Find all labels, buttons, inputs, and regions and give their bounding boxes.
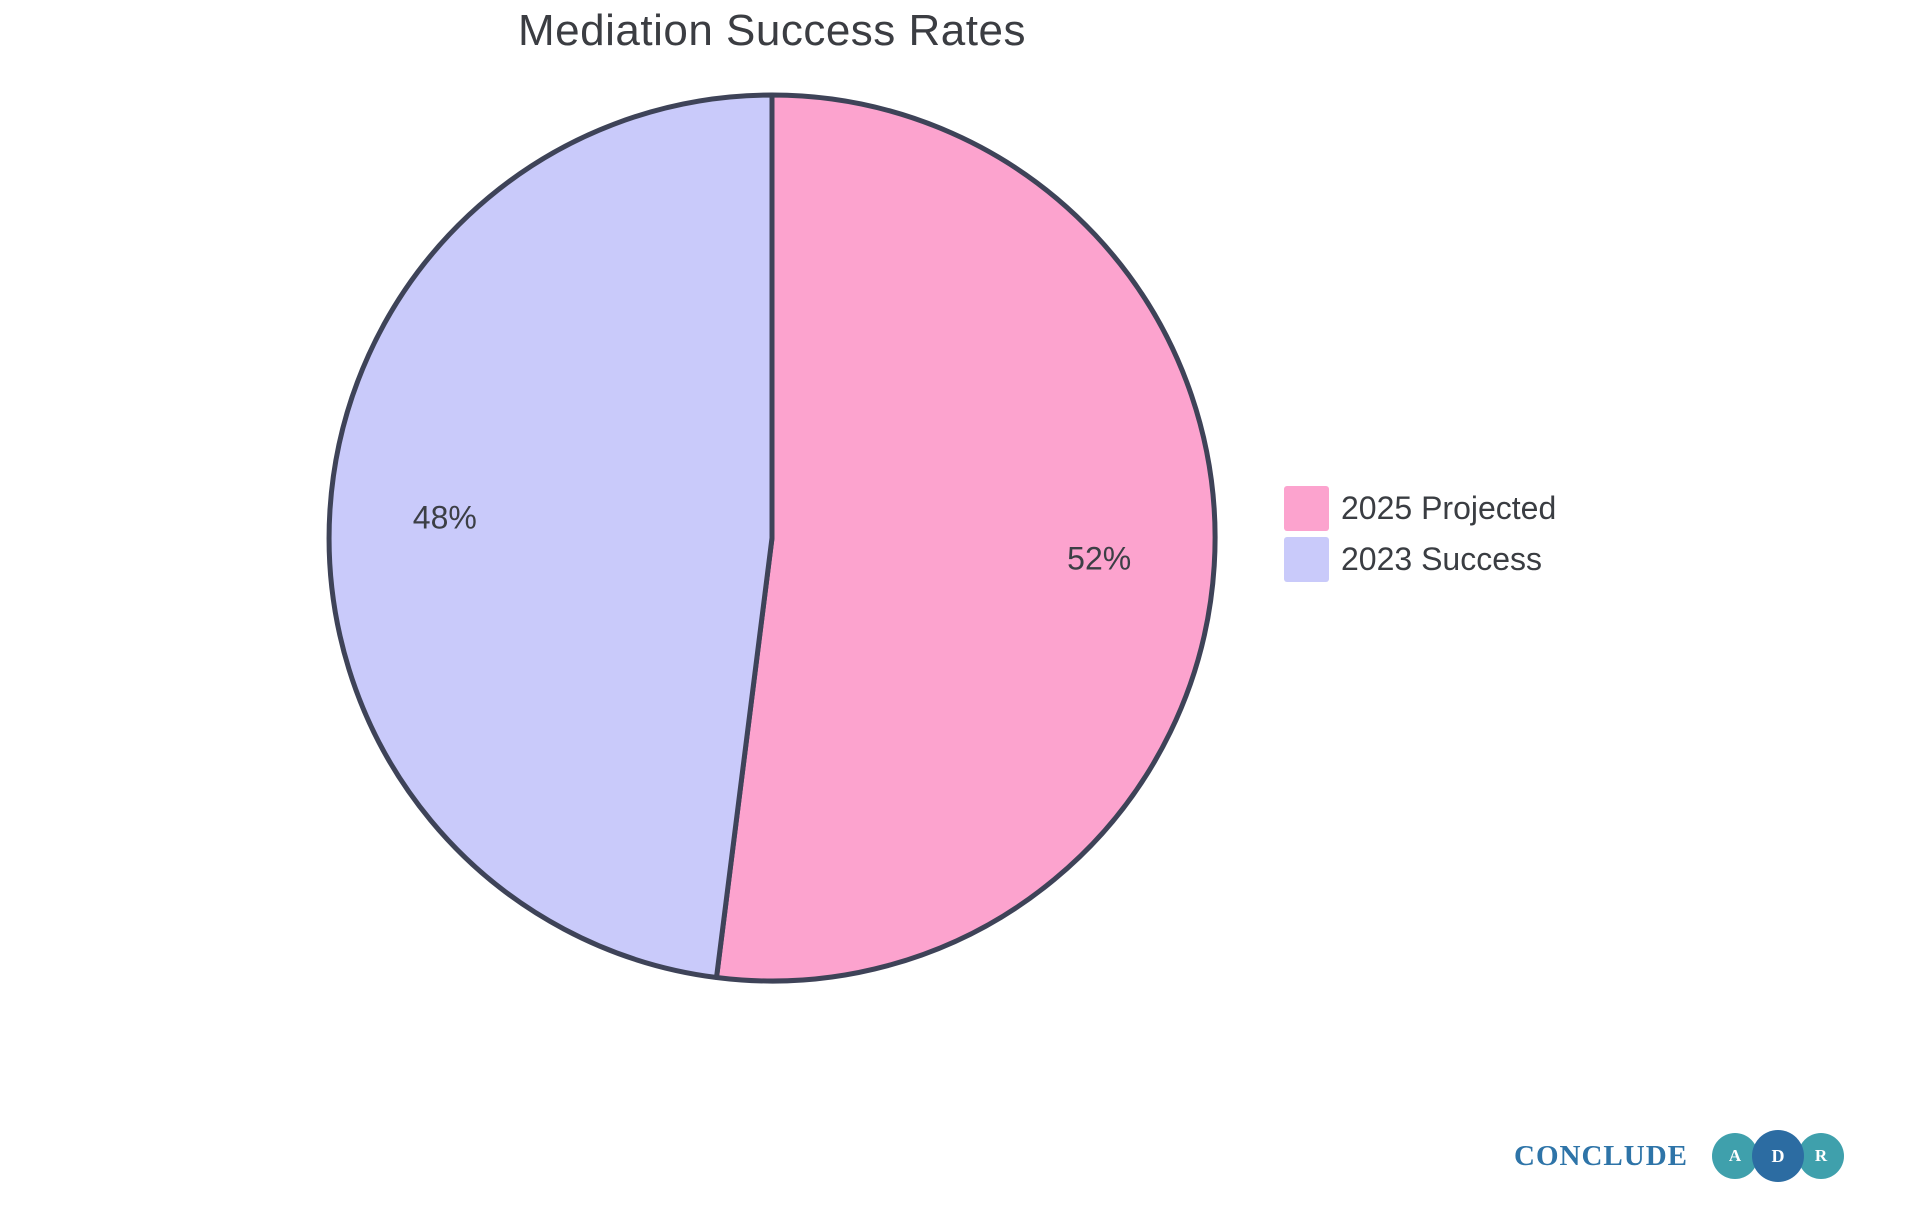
chart-title: Mediation Success Rates: [518, 6, 1026, 55]
legend-item-2023-success[interactable]: 2023 Success: [1284, 537, 1556, 582]
brand-logo: CONCLUDE A D R: [1514, 1130, 1844, 1182]
badge-letter-d: D: [1752, 1130, 1804, 1182]
legend-item-label: 2023 Success: [1341, 541, 1543, 577]
pie-slice-2023-success[interactable]: [326, 92, 775, 980]
legend-swatch-2025-projected: [1284, 486, 1329, 531]
slice-value-label: 48%: [413, 499, 477, 535]
legend: 2025 Projected 2023 Success: [1284, 486, 1556, 582]
brand-name: CONCLUDE: [1514, 1139, 1688, 1172]
badge-letter-r: R: [1798, 1133, 1844, 1179]
legend-item-2025-projected[interactable]: 2025 Projected: [1284, 486, 1556, 531]
slice-value-label: 52%: [1067, 541, 1131, 577]
legend-item-label: 2025 Projected: [1341, 490, 1557, 526]
pie-slice-2025-projected[interactable]: [714, 92, 1218, 984]
adr-badge: A D R: [1712, 1130, 1844, 1182]
badge-letter-a: A: [1712, 1133, 1758, 1179]
legend-swatch-2023-success: [1284, 537, 1329, 582]
